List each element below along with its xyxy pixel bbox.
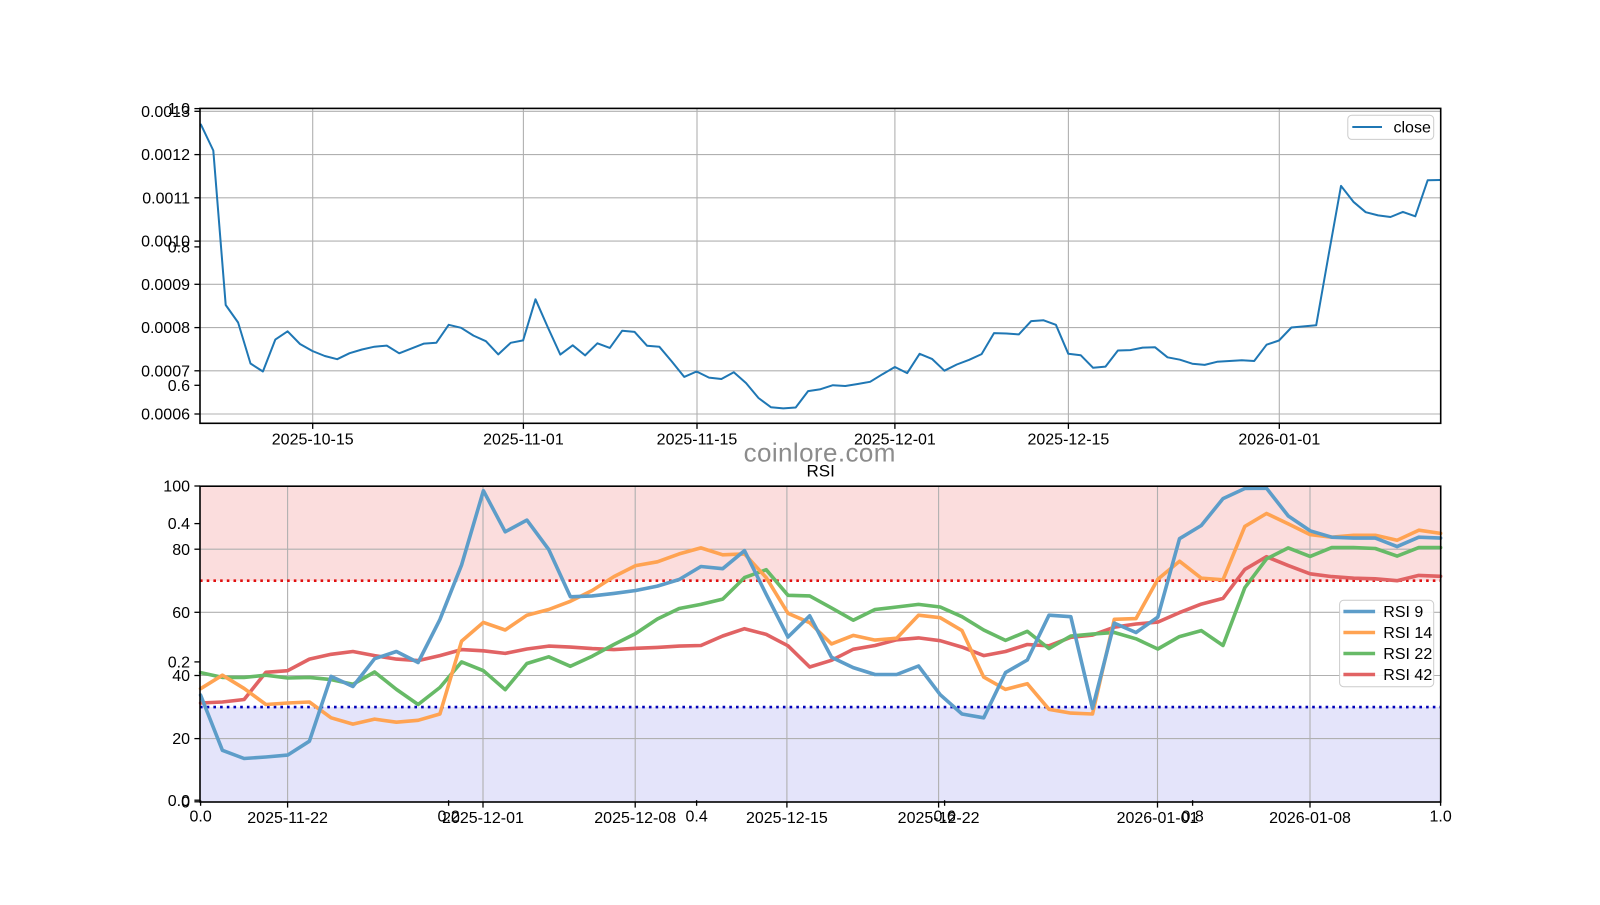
svg-text:0: 0 xyxy=(181,794,190,811)
svg-text:100: 100 xyxy=(163,479,190,496)
svg-text:2025-12-15: 2025-12-15 xyxy=(1027,432,1109,449)
svg-text:0.6: 0.6 xyxy=(168,378,190,395)
svg-text:0.0: 0.0 xyxy=(168,793,190,810)
svg-text:0.6: 0.6 xyxy=(933,808,955,825)
svg-text:2025-10-15: 2025-10-15 xyxy=(272,432,354,449)
svg-text:0.4: 0.4 xyxy=(685,808,707,825)
svg-text:1.0: 1.0 xyxy=(168,101,190,118)
svg-text:2025-12-15: 2025-12-15 xyxy=(746,810,828,827)
svg-text:2025-11-01: 2025-11-01 xyxy=(483,432,564,449)
svg-text:0.2: 0.2 xyxy=(437,808,459,825)
svg-text:2026-01-01: 2026-01-01 xyxy=(1117,810,1199,827)
svg-text:0.0008: 0.0008 xyxy=(141,320,190,337)
svg-text:80: 80 xyxy=(172,542,190,559)
svg-text:0.4: 0.4 xyxy=(168,516,190,533)
svg-text:2025-12-01: 2025-12-01 xyxy=(442,810,524,827)
svg-text:coinlore.com: coinlore.com xyxy=(744,437,896,467)
svg-text:0.8: 0.8 xyxy=(168,240,190,257)
svg-text:0.0011: 0.0011 xyxy=(142,190,190,207)
svg-text:1.0: 1.0 xyxy=(1429,808,1451,825)
svg-text:RSI 22: RSI 22 xyxy=(1383,646,1432,663)
svg-text:RSI: RSI xyxy=(807,462,835,481)
svg-text:close: close xyxy=(1394,120,1431,137)
svg-text:0.2: 0.2 xyxy=(168,655,190,672)
svg-text:2025-12-08: 2025-12-08 xyxy=(594,810,676,827)
svg-text:2025-11-22: 2025-11-22 xyxy=(247,810,328,827)
svg-text:60: 60 xyxy=(172,605,190,622)
svg-text:2025-11-15: 2025-11-15 xyxy=(657,432,738,449)
svg-text:0.0009: 0.0009 xyxy=(141,277,190,294)
svg-text:0.0007: 0.0007 xyxy=(141,363,190,380)
svg-text:0.0010: 0.0010 xyxy=(141,234,190,251)
svg-text:RSI 14: RSI 14 xyxy=(1383,625,1432,642)
svg-text:2025-12-01: 2025-12-01 xyxy=(854,432,936,449)
svg-text:0.8: 0.8 xyxy=(1181,808,1203,825)
svg-text:RSI 9: RSI 9 xyxy=(1383,604,1423,621)
svg-text:0.0: 0.0 xyxy=(189,808,211,825)
svg-text:2026-01-01: 2026-01-01 xyxy=(1238,432,1320,449)
svg-text:0.0013: 0.0013 xyxy=(141,104,190,121)
svg-text:0.0012: 0.0012 xyxy=(141,147,190,164)
svg-text:2026-01-08: 2026-01-08 xyxy=(1269,810,1351,827)
svg-text:0.0006: 0.0006 xyxy=(141,407,190,424)
svg-text:2025-12-22: 2025-12-22 xyxy=(898,810,980,827)
svg-text:20: 20 xyxy=(172,731,190,748)
svg-text:RSI 42: RSI 42 xyxy=(1383,667,1432,684)
svg-text:40: 40 xyxy=(172,668,190,685)
